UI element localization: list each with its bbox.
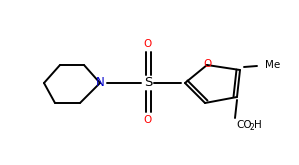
Text: H: H [254, 120, 262, 130]
Text: CO: CO [236, 120, 252, 130]
Text: Me: Me [265, 60, 280, 70]
Text: O: O [144, 39, 152, 49]
Text: O: O [144, 115, 152, 125]
Text: 2: 2 [249, 122, 254, 132]
Text: N: N [96, 76, 104, 88]
Text: S: S [144, 77, 152, 89]
Text: O: O [203, 59, 211, 69]
